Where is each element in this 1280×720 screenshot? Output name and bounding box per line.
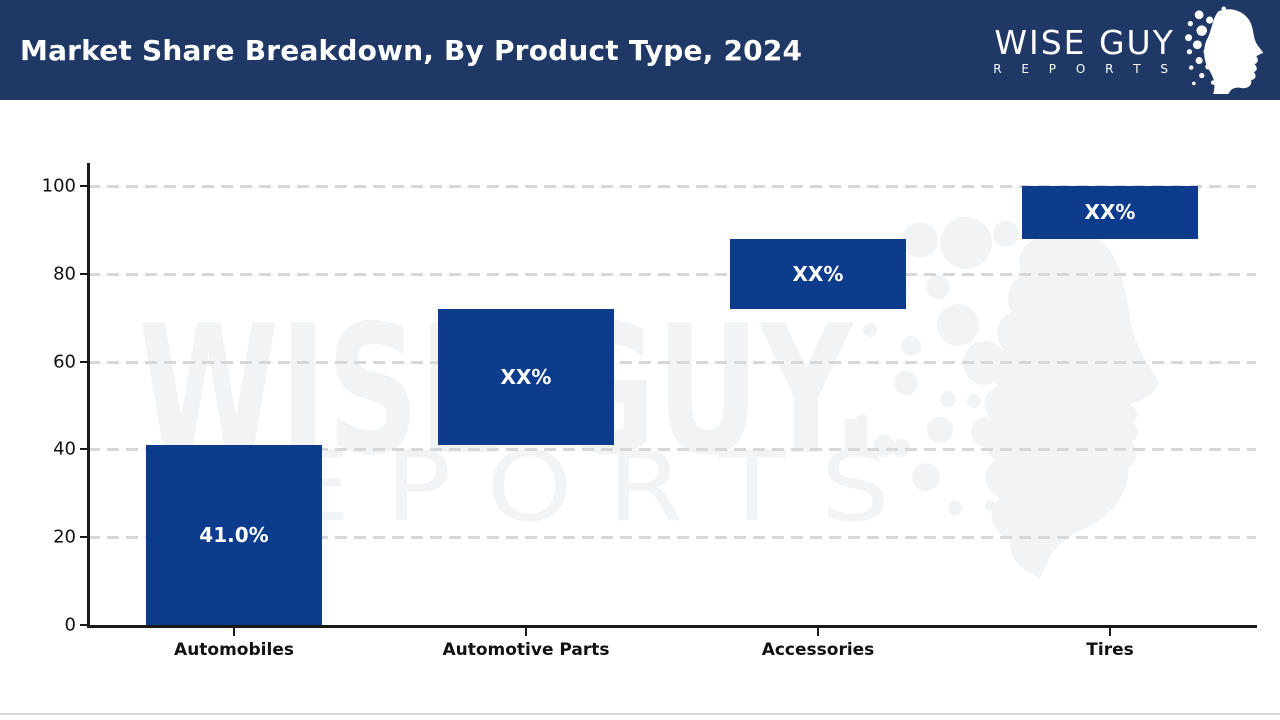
y-tick-label-0: 0 [64,614,76,636]
y-tick-mark-0 [80,624,88,626]
logo-wordmark: WISE GUY [994,22,1175,62]
y-tick-mark-20 [80,536,88,539]
x-tick-mark [525,628,527,636]
y-tick-label-60: 60 [53,351,76,373]
y-tick-label-20: 20 [53,526,76,548]
bar-tires: XX% [1022,186,1198,239]
logo-text: WISE GUY R E P O R T S [993,26,1176,75]
page-title: Market Share Breakdown, By Product Type,… [20,33,803,67]
gridline-40 [88,448,1256,452]
y-tick-mark-80 [80,272,88,275]
bottom-divider [0,713,1280,715]
gridline-20 [88,536,1256,540]
gridline-100 [88,185,1256,188]
x-tick-mark [817,628,819,636]
y-tick-mark-40 [80,448,88,451]
bar-value-label: 41.0% [199,522,269,547]
y-tick-label-40: 40 [53,438,76,460]
y-axis-spine [87,163,90,627]
header: Market Share Breakdown, By Product Type,… [0,0,1280,100]
bar-accessories: XX% [730,238,906,309]
bar-automobiles: 41.0% [146,445,322,625]
bar-automotive-parts: XX% [438,308,614,445]
x-tick-label-automotive-parts: Automotive Parts [442,640,610,660]
wise-guy-logo: WISE GUY R E P O R T S [993,6,1266,94]
x-tick-mark [233,628,235,636]
logo-face-icon [1185,6,1264,94]
bar-value-label: XX% [1084,200,1136,225]
watermark-face-icon [856,217,1158,578]
y-tick-mark-60 [80,360,88,363]
gridline-60 [88,360,1256,364]
y-tick-mark-100 [80,185,88,187]
bar-value-label: XX% [500,364,552,389]
y-tick-label-80: 80 [53,263,76,285]
x-tick-label-accessories: Accessories [761,640,875,660]
x-axis-spine [87,625,1257,628]
x-tick-label-automobiles: Automobiles [174,640,294,660]
x-tick-mark [1109,628,1111,636]
logo-subtitle: R E P O R T S [993,61,1176,76]
x-tick-label-tires: Tires [1086,640,1134,660]
gridline-80 [88,272,1256,276]
y-tick-label-100: 100 [41,175,76,197]
bar-value-label: XX% [792,261,844,286]
